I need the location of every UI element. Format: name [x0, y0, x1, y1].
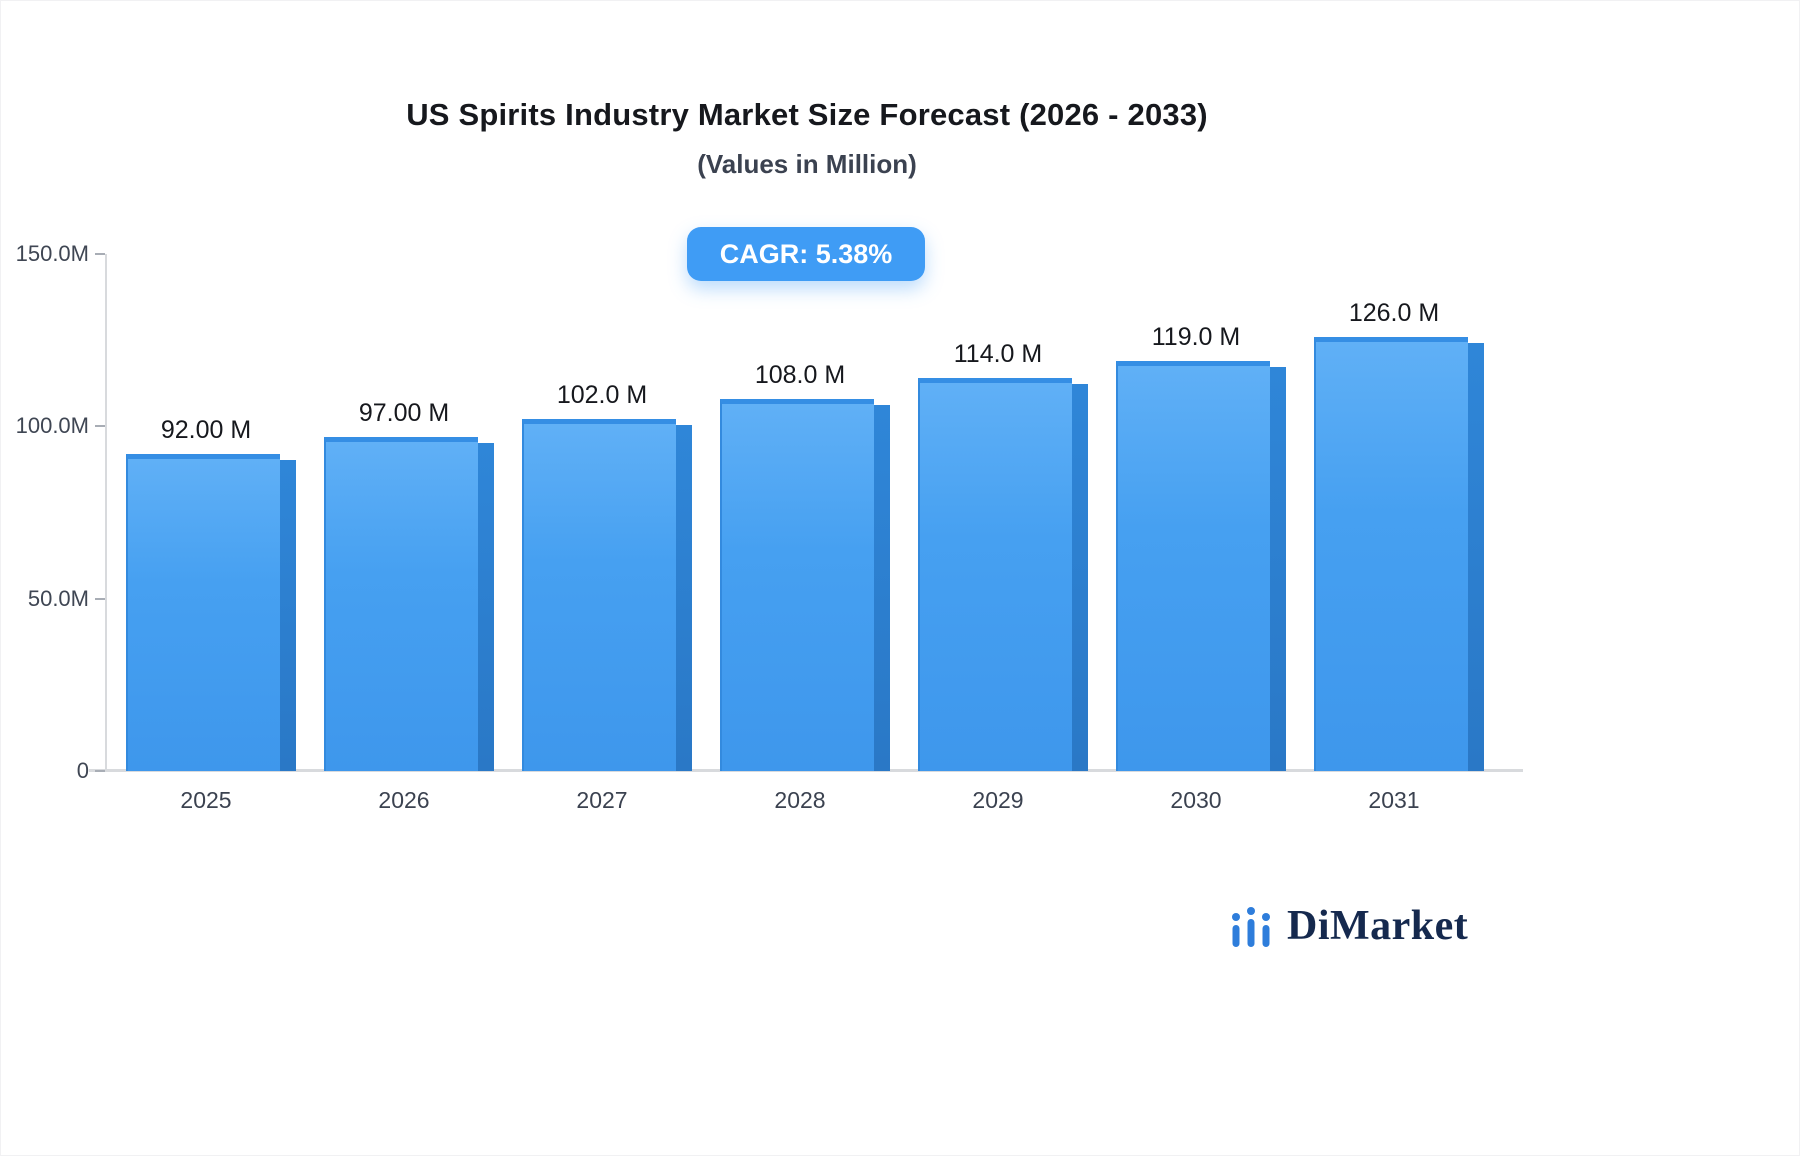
y-axis-tick-label: 0	[76, 758, 89, 783]
bar-group: 114.0 M 2029	[918, 340, 1088, 813]
y-axis-tick-label: 100.0M	[15, 413, 89, 439]
bar	[126, 454, 280, 771]
bar	[324, 437, 478, 771]
bar-side-face	[478, 443, 494, 771]
chart-subtitle: (Values in Million)	[697, 149, 917, 179]
brand-logo-text: DiMarket	[1287, 903, 1469, 949]
bar-value-label: 102.0 M	[556, 381, 648, 409]
bar-side-face	[280, 460, 296, 771]
bar-side-face	[676, 425, 692, 771]
x-axis-label: 2031	[1368, 787, 1420, 813]
bar-group: 119.0 M 2030	[1116, 323, 1286, 813]
bar	[720, 399, 874, 771]
bar-side-face	[1270, 367, 1286, 771]
x-axis-label: 2027	[576, 787, 628, 813]
bar-value-label: 108.0 M	[754, 361, 846, 389]
cagr-badge: CAGR: 5.38%	[687, 227, 925, 281]
cagr-badge-label: CAGR: 5.38%	[719, 238, 893, 269]
bar-value-label: 97.00 M	[358, 399, 450, 427]
bar-group: 102.0 M 2027	[522, 381, 692, 813]
bar-value-label: 92.00 M	[160, 416, 252, 444]
y-axis-tick-label: 150.0M	[15, 241, 89, 266]
brand-logo-icon	[1232, 907, 1270, 947]
bar-group: 97.00 M 2026	[324, 399, 494, 813]
bar-value-label: 126.0 M	[1348, 299, 1440, 327]
brand-logo: DiMarket	[1229, 901, 1468, 951]
bar-group: 126.0 M 2031	[1314, 299, 1484, 813]
bar	[1116, 361, 1270, 771]
bar-value-label: 114.0 M	[953, 340, 1043, 368]
y-axis-tick-mark	[95, 597, 105, 600]
bar-side-face	[1072, 384, 1088, 771]
bar-side-face	[1468, 343, 1484, 771]
x-axis-label: 2028	[774, 787, 826, 813]
x-axis-label: 2025	[180, 787, 232, 813]
y-axis-tick-label: 50.0M	[27, 585, 89, 611]
x-axis-label: 2030	[1170, 787, 1222, 813]
y-axis-tick-mark	[95, 425, 105, 428]
bar-group: 108.0 M 2028	[720, 361, 890, 813]
y-axis-tick-mark	[95, 253, 105, 255]
bar-group: 92.00 M 2025	[126, 416, 296, 813]
bar	[1314, 337, 1468, 771]
bar-value-label: 119.0 M	[1151, 323, 1241, 351]
x-axis-label: 2029	[972, 787, 1024, 813]
chart-title: US Spirits Industry Market Size Forecast…	[406, 97, 1208, 132]
x-axis-label: 2026	[378, 787, 430, 813]
bar	[522, 419, 676, 771]
y-axis-line	[105, 254, 107, 771]
y-axis-tick-mark	[95, 770, 105, 772]
bar-side-face	[874, 405, 890, 771]
bar	[918, 378, 1072, 771]
